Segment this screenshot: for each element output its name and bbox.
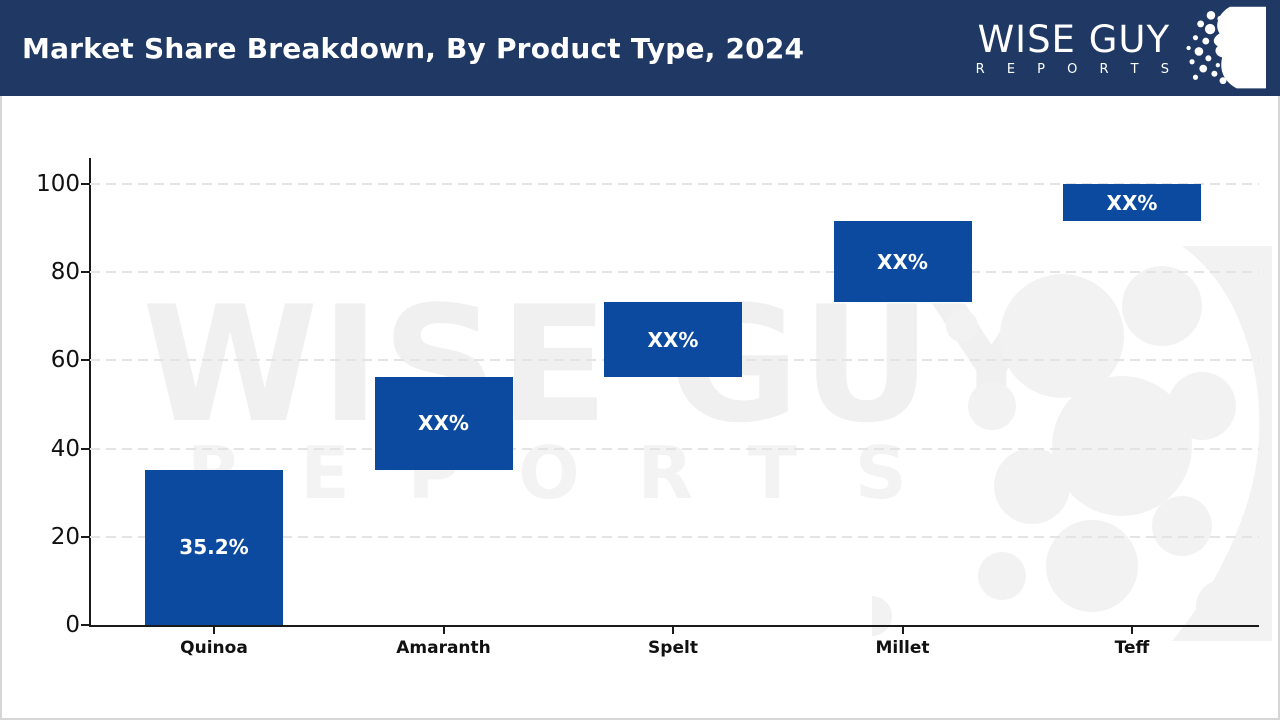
gridline-y-100 xyxy=(90,183,1259,185)
waterfall-chart: WISE GUY REPORTS 0 20 40 60 80 100 Quinoa Amara… xyxy=(2,96,1278,716)
y-axis-line xyxy=(89,158,91,627)
logo-wordmark: WISE GUY xyxy=(977,17,1171,61)
y-tick-mark xyxy=(81,624,89,626)
y-tick-label: 0 xyxy=(65,612,80,638)
bar-value-label: XX% xyxy=(647,327,699,352)
bar-value-label: 35.2% xyxy=(179,535,249,560)
y-tick-mark xyxy=(81,447,89,450)
x-tick-mark xyxy=(672,627,674,634)
y-tick-mark xyxy=(81,183,89,185)
logo-text: WISE GUY R E P O R T S xyxy=(970,21,1178,76)
bar-value-label: XX% xyxy=(877,249,928,274)
x-tick-mark xyxy=(442,627,445,634)
bar-value-label: XX% xyxy=(418,411,469,436)
y-tick-label: 100 xyxy=(36,171,80,197)
y-tick-mark xyxy=(81,535,89,538)
bar-value-label: XX% xyxy=(1106,190,1158,215)
x-tick-label-quinoa: Quinoa xyxy=(180,638,248,658)
x-axis-line xyxy=(89,625,1259,627)
dotted-head-icon xyxy=(1186,6,1266,89)
y-tick-label: 40 xyxy=(50,435,80,462)
x-tick-mark xyxy=(1131,627,1133,634)
gridline-y-40 xyxy=(90,447,1259,450)
x-tick-label-spelt: Spelt xyxy=(648,638,698,658)
y-tick-label: 20 xyxy=(50,523,80,550)
x-tick-mark xyxy=(901,627,904,634)
y-tick-label: 80 xyxy=(50,259,80,286)
gridline-y-80 xyxy=(90,271,1259,274)
logo-subtitle: R E P O R T S xyxy=(975,61,1178,77)
y-tick-mark xyxy=(81,359,89,362)
y-tick-label: 60 xyxy=(50,347,80,374)
bar-teff: XX% xyxy=(1063,184,1201,222)
gridline-y-20 xyxy=(90,535,1259,538)
x-tick-label-millet: Millet xyxy=(875,638,930,658)
bar-millet: XX% xyxy=(833,221,972,303)
x-tick-label-amaranth: Amaranth xyxy=(396,638,491,658)
wise-guy-logo: WISE GUY R E P O R T S xyxy=(970,5,1280,91)
bar-amaranth: XX% xyxy=(374,377,513,470)
x-tick-mark xyxy=(213,627,215,634)
header-bar: Market Share Breakdown, By Product Type,… xyxy=(0,0,1280,96)
bar-quinoa: 35.2% xyxy=(145,469,283,625)
bar-spelt: XX% xyxy=(604,302,742,378)
watermark-subtext: REPORTS xyxy=(187,431,965,515)
y-tick-mark xyxy=(81,271,89,274)
page-title: Market Share Breakdown, By Product Type,… xyxy=(22,31,805,65)
x-tick-label-teff: Teff xyxy=(1114,638,1150,658)
